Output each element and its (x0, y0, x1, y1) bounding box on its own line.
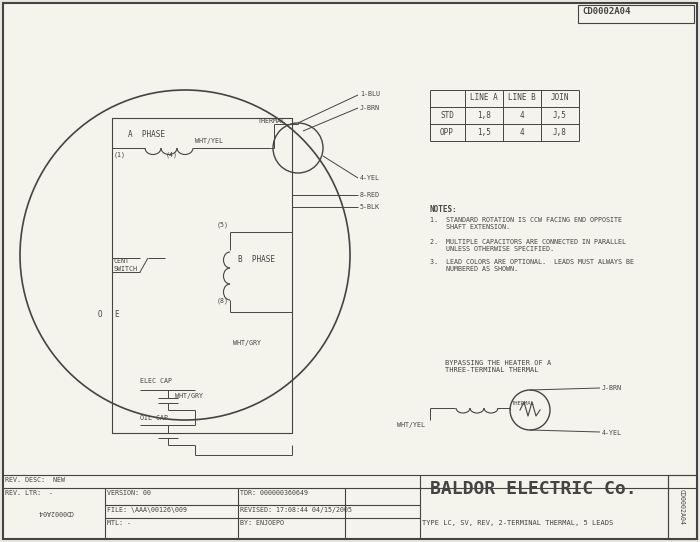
Text: STD: STD (440, 111, 454, 120)
Text: REV. DESC:  NEW: REV. DESC: NEW (5, 477, 65, 483)
Text: REV. LTR:  -: REV. LTR: - (5, 490, 53, 496)
Text: OPP: OPP (440, 128, 454, 137)
Text: 3.  LEAD COLORS ARE OPTIONAL.  LEADS MUST ALWAYS BE
    NUMBERED AS SHOWN.: 3. LEAD COLORS ARE OPTIONAL. LEADS MUST … (430, 259, 634, 272)
Bar (578, 5, 694, 23)
Text: (4): (4) (166, 152, 178, 158)
Text: 4-YEL: 4-YEL (360, 175, 380, 181)
Text: 8-RED: 8-RED (360, 192, 380, 198)
Text: B  PHASE: B PHASE (238, 255, 275, 264)
Bar (112, 118, 292, 433)
Text: REVISED: 17:08:44 04/15/2005: REVISED: 17:08:44 04/15/2005 (240, 507, 352, 513)
Text: LINE B: LINE B (508, 93, 536, 102)
Text: 4: 4 (519, 128, 524, 137)
Text: BY: ENJOEPO: BY: ENJOEPO (240, 520, 284, 526)
Text: CD0002A04: CD0002A04 (679, 489, 685, 525)
Text: WHT/GRY: WHT/GRY (175, 393, 203, 399)
Text: THERMAL: THERMAL (512, 401, 535, 406)
Text: FILE: \AAA\00126\009: FILE: \AAA\00126\009 (107, 507, 187, 513)
Text: CENT: CENT (114, 258, 130, 264)
Text: J,8: J,8 (553, 128, 567, 137)
Text: O: O (98, 310, 103, 319)
Text: 1-BLU: 1-BLU (360, 91, 380, 97)
Text: JOIN: JOIN (551, 93, 569, 102)
Text: TYPE LC, SV, REV, 2-TERMINAL THERMAL, 5 LEADS: TYPE LC, SV, REV, 2-TERMINAL THERMAL, 5 … (422, 520, 613, 526)
Text: (8): (8) (217, 298, 229, 305)
Text: J-BRN: J-BRN (602, 385, 622, 391)
Text: 4: 4 (519, 111, 524, 120)
Text: (1): (1) (114, 152, 126, 158)
Text: WHT/YEL: WHT/YEL (397, 422, 425, 428)
Text: CD0002A04: CD0002A04 (582, 7, 631, 16)
Text: LINE A: LINE A (470, 93, 498, 102)
Text: OIL CAP: OIL CAP (140, 415, 168, 421)
Text: SWITCH: SWITCH (114, 266, 138, 272)
Text: 2.  MULTIPLE CAPACITORS ARE CONNECTED IN PARALLEL
    UNLESS OTHERWISE SPECIFIED: 2. MULTIPLE CAPACITORS ARE CONNECTED IN … (430, 239, 626, 252)
Text: J-BRN: J-BRN (360, 105, 380, 111)
Text: 1.  STANDARD ROTATION IS CCW FACING END OPPOSITE
    SHAFT EXTENSION.: 1. STANDARD ROTATION IS CCW FACING END O… (430, 217, 622, 230)
Text: THERMAL: THERMAL (258, 118, 286, 124)
Text: 4-YEL: 4-YEL (602, 430, 622, 436)
Text: NOTES:: NOTES: (430, 205, 458, 214)
Text: BALDOR ELECTRIC Co.: BALDOR ELECTRIC Co. (430, 480, 636, 498)
Text: A  PHASE: A PHASE (128, 130, 165, 139)
Text: J,5: J,5 (553, 111, 567, 120)
Text: 1,5: 1,5 (477, 128, 491, 137)
Text: VERSION: 00: VERSION: 00 (107, 490, 151, 496)
Text: WHT/YEL: WHT/YEL (195, 138, 223, 144)
Text: 1,8: 1,8 (477, 111, 491, 120)
Text: MTL: -: MTL: - (107, 520, 131, 526)
Text: ELEC CAP: ELEC CAP (140, 378, 172, 384)
Text: E: E (114, 310, 118, 319)
Text: CD0002A04: CD0002A04 (37, 509, 73, 515)
Text: TDR: 000000360649: TDR: 000000360649 (240, 490, 308, 496)
Text: WHT/GRY: WHT/GRY (233, 340, 261, 346)
Bar (668, 475, 697, 539)
Text: 5-BLK: 5-BLK (360, 204, 380, 210)
Text: BYPASSING THE HEATER OF A
THREE-TERMINAL THERMAL: BYPASSING THE HEATER OF A THREE-TERMINAL… (445, 360, 552, 373)
Text: (5): (5) (217, 222, 229, 229)
